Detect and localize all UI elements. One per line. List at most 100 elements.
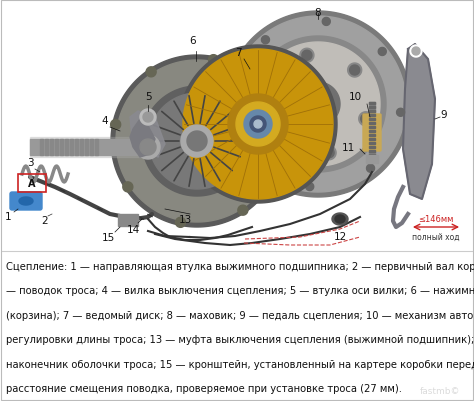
Polygon shape (225, 12, 411, 198)
Bar (60, 140, 63, 156)
Polygon shape (306, 183, 314, 191)
Polygon shape (146, 68, 156, 78)
Text: 13: 13 (178, 215, 191, 225)
Text: (корзина); 7 — ведомый диск; 8 — маховик; 9 — педаль сцепления; 10 — механизм ав: (корзина); 7 — ведомый диск; 8 — маховик… (6, 310, 474, 320)
Bar (30, 138, 145, 158)
Polygon shape (250, 153, 258, 161)
Text: 4: 4 (102, 116, 109, 126)
Bar (369, 135, 375, 137)
Polygon shape (136, 136, 160, 160)
Bar (369, 115, 375, 117)
Bar (50, 140, 53, 156)
Polygon shape (250, 117, 266, 133)
Polygon shape (110, 120, 121, 130)
Bar (95, 140, 98, 156)
Text: 7: 7 (235, 48, 241, 58)
Polygon shape (332, 213, 348, 225)
Bar (369, 107, 375, 109)
Bar (369, 155, 375, 157)
Text: A: A (28, 178, 36, 188)
Polygon shape (111, 56, 283, 227)
Polygon shape (403, 45, 435, 200)
Polygon shape (244, 111, 272, 139)
Polygon shape (324, 148, 334, 158)
Text: 2: 2 (42, 215, 48, 225)
Bar (65, 140, 67, 156)
Bar (369, 147, 375, 149)
Polygon shape (304, 91, 332, 119)
Polygon shape (256, 43, 380, 166)
Bar (369, 119, 375, 121)
Bar (369, 131, 375, 133)
Polygon shape (410, 46, 422, 58)
Text: 15: 15 (101, 233, 115, 242)
FancyBboxPatch shape (363, 115, 381, 152)
Polygon shape (310, 97, 326, 113)
Polygon shape (179, 46, 337, 203)
Bar (75, 140, 78, 156)
Text: — поводок троса; 4 — вилка выключения сцепления; 5 — втулка оси вилки; 6 — нажим: — поводок троса; 4 — вилка выключения сц… (6, 286, 474, 296)
Text: полный ход: полный ход (412, 233, 460, 241)
Polygon shape (143, 113, 153, 123)
Bar (40, 140, 43, 156)
FancyBboxPatch shape (366, 156, 378, 164)
Polygon shape (265, 85, 275, 95)
Polygon shape (238, 206, 248, 216)
Polygon shape (366, 165, 374, 173)
Text: 1: 1 (5, 211, 11, 221)
Polygon shape (261, 91, 271, 101)
Polygon shape (231, 93, 239, 101)
Polygon shape (254, 121, 262, 129)
Text: 5: 5 (145, 92, 151, 102)
Polygon shape (378, 49, 386, 56)
Polygon shape (187, 132, 207, 152)
Polygon shape (175, 218, 185, 228)
Polygon shape (300, 49, 314, 63)
Bar (30, 140, 145, 156)
Bar (369, 159, 375, 160)
Bar (369, 127, 375, 129)
Polygon shape (273, 153, 283, 163)
Polygon shape (322, 146, 336, 160)
Polygon shape (350, 66, 360, 76)
Bar (369, 143, 375, 145)
Polygon shape (130, 112, 165, 158)
Bar (80, 140, 82, 156)
Bar (85, 140, 88, 156)
Bar (70, 140, 73, 156)
Polygon shape (230, 17, 406, 192)
Bar (90, 140, 92, 156)
Bar (369, 103, 375, 105)
Text: 3: 3 (27, 158, 33, 168)
Bar (45, 140, 47, 156)
Polygon shape (276, 134, 286, 144)
Bar (369, 151, 375, 153)
Polygon shape (412, 48, 420, 56)
Text: ≤146мм: ≤146мм (419, 215, 454, 223)
Polygon shape (361, 115, 371, 124)
Bar (369, 103, 375, 162)
Polygon shape (116, 61, 278, 223)
Polygon shape (397, 109, 405, 117)
Polygon shape (250, 37, 386, 172)
Polygon shape (236, 103, 280, 147)
Bar (369, 123, 375, 125)
Polygon shape (302, 51, 312, 61)
Polygon shape (181, 126, 213, 158)
Polygon shape (348, 64, 362, 78)
Text: 14: 14 (127, 225, 140, 235)
Text: 11: 11 (342, 143, 355, 153)
Polygon shape (263, 83, 277, 97)
Bar (369, 139, 375, 141)
Polygon shape (149, 94, 245, 190)
Polygon shape (209, 55, 219, 65)
Polygon shape (359, 113, 373, 126)
Text: наконечник оболочки троса; 15 — кронштейн, установленный на картере коробки пере: наконечник оболочки троса; 15 — кронштей… (6, 359, 474, 369)
Text: fastmb©: fastmb© (420, 386, 460, 395)
Polygon shape (140, 110, 156, 126)
Polygon shape (228, 95, 288, 155)
Text: расстояние смещения поводка, проверяемое при установке троса (27 мм).: расстояние смещения поводка, проверяемое… (6, 383, 402, 393)
Polygon shape (262, 36, 269, 45)
Polygon shape (296, 83, 340, 127)
Polygon shape (140, 140, 156, 156)
